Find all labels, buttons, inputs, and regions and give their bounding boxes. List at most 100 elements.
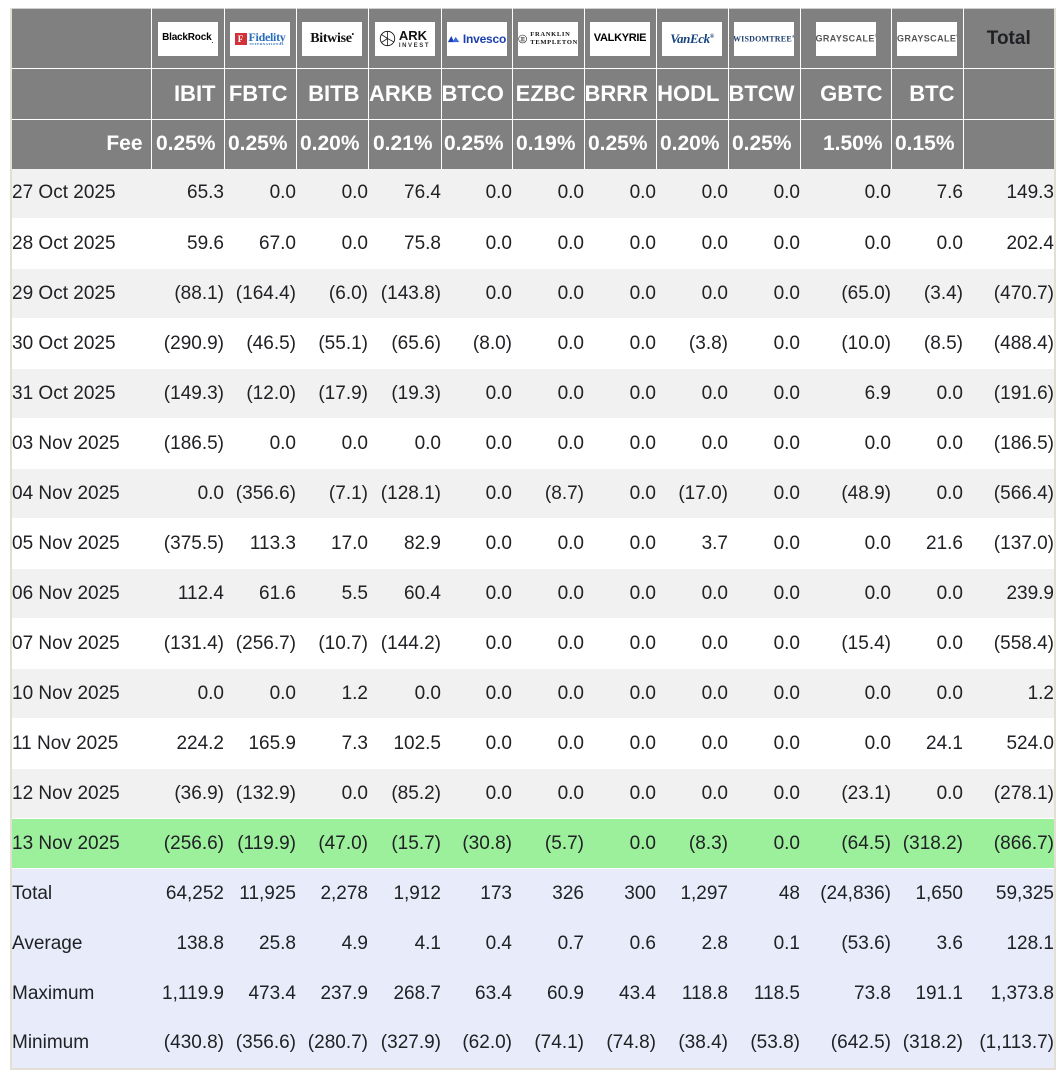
table-row: 06 Nov 2025 112.4 61.6 5.5 60.4 0.0 0.0 0.0 0.0 0… [11,568,1055,619]
flow-cell-btc: 0.0 [891,368,963,419]
flow-cell-gbtc: 0.0 [800,168,891,219]
ticker-btc[interactable]: BTC [891,68,964,120]
flow-cell-gbtc: (64.5) [800,818,891,869]
flow-cell-ezbc: 0.0 [512,768,584,819]
summary-cell-fbtc: 25.8 [224,918,296,969]
flow-cell-hodl: 0.0 [656,268,728,319]
flow-cell-ezbc: 0.0 [512,268,584,319]
flow-cell-btc: 0.0 [891,418,963,469]
flow-cell-fbtc: (256.7) [224,618,296,669]
flow-cell-ezbc: 0.0 [512,668,584,719]
row-date: 03 Nov 2025 [11,418,151,469]
row-date: 28 Oct 2025 [11,218,151,269]
flow-cell-btcw: 0.0 [728,218,800,269]
flow-cell-gbtc: (48.9) [800,468,891,519]
summary-cell-btc: 1,650 [891,868,963,919]
summary-cell-bitb: 2,278 [296,868,368,919]
summary-row-label: Average [11,918,151,969]
row-total: 202.4 [963,218,1055,269]
flow-cell-fbtc: (164.4) [224,268,296,319]
summary-cell-btc: 3.6 [891,918,963,969]
ticker-ibit[interactable]: IBIT [151,68,225,120]
flow-cell-btc: 21.6 [891,518,963,569]
flow-cell-brrr: 0.0 [584,168,656,219]
flow-cell-btcw: 0.0 [728,618,800,669]
flow-cell-gbtc: 0.0 [800,218,891,269]
flow-cell-hodl: (8.3) [656,818,728,869]
issuer-logo-cell-wisdomtree: WISDOMTREE® [728,8,801,69]
flow-cell-btcw: 0.0 [728,318,800,369]
summary-cell-btcw: (53.8) [728,1018,800,1069]
summary-cell-ezbc: 0.7 [512,918,584,969]
flow-cell-btco: 0.0 [441,418,512,469]
summary-cell-btco: 0.4 [441,918,512,969]
table-row: 11 Nov 2025 224.2 165.9 7.3 102.5 0.0 0.0 0.0 0.… [11,718,1055,769]
flow-cell-hodl: 0.0 [656,618,728,669]
flow-cell-btcw: 0.0 [728,368,800,419]
flow-cell-btco: 0.0 [441,168,512,219]
flow-cell-fbtc: 0.0 [224,668,296,719]
issuer-logo-cell-invesco: Invesco [441,8,513,69]
flow-cell-fbtc: 113.3 [224,518,296,569]
grayscale-logo: GRAYSCALE® [815,21,876,56]
blackrock-logo: BlackRock. [157,21,218,56]
flow-cell-brrr: 0.0 [584,318,656,369]
row-total: (278.1) [963,768,1055,819]
row-date: 06 Nov 2025 [11,568,151,619]
ticker-btco[interactable]: BTCO [441,68,513,120]
fee-btc: 0.15% [891,119,964,169]
row-total: (558.4) [963,618,1055,669]
ticker-hodl[interactable]: HODL [656,68,729,120]
table-row: 05 Nov 2025 (375.5) 113.3 17.0 82.9 0.0 0.0 0.0… [11,518,1055,569]
flow-cell-arkb: 0.0 [368,668,441,719]
flow-cell-btc: 0.0 [891,568,963,619]
summary-cell-ibit: (430.8) [151,1018,224,1069]
flow-cell-gbtc: 0.0 [800,418,891,469]
flow-cell-btcw: 0.0 [728,168,800,219]
flow-cell-ezbc: 0.0 [512,318,584,369]
summary-cell-hodl: 1,297 [656,868,728,919]
flow-cell-gbtc: 0.0 [800,568,891,619]
issuer-logo-cell-fidelity: F Fidelity INTERNATIONAL [224,8,297,69]
flow-cell-btcw: 0.0 [728,718,800,769]
flow-cell-arkb: 82.9 [368,518,441,569]
flow-cell-bitb: 0.0 [296,168,368,219]
summary-row: Total 64,252 11,925 2,278 1,912 173 326 300 1,29… [11,868,1055,919]
issuer-logo-cell-vaneck: VanEck® [656,8,729,69]
flow-cell-arkb: (144.2) [368,618,441,669]
flow-cell-bitb: (17.9) [296,368,368,419]
row-date: 27 Oct 2025 [11,168,151,219]
bitwise-logo: Bitwise• [302,21,362,56]
flow-cell-arkb: (143.8) [368,268,441,319]
table-row: 12 Nov 2025 (36.9) (132.9) 0.0 (85.2) 0.0 0.0 0… [11,768,1055,819]
ticker-brrr[interactable]: BRRR [584,68,657,120]
summary-cell-btc: (318.2) [891,1018,963,1069]
summary-cell-btco: 63.4 [441,968,512,1019]
flow-cell-btc: (3.4) [891,268,963,319]
summary-cell-ibit: 1,119.9 [151,968,224,1019]
flow-cell-ibit: 112.4 [151,568,224,619]
table-row: 07 Nov 2025 (131.4) (256.7) (10.7) (144.2) 0.… [11,618,1055,669]
summary-cell-ibit: 64,252 [151,868,224,919]
flow-cell-arkb: (128.1) [368,468,441,519]
ticker-fbtc[interactable]: FBTC [224,68,297,120]
ark-circle-icon [379,30,396,47]
row-date: 05 Nov 2025 [11,518,151,569]
ticker-arkb[interactable]: ARKB [368,68,442,120]
flow-cell-ezbc: (5.7) [512,818,584,869]
ticker-bitb[interactable]: BITB [296,68,369,120]
flow-cell-fbtc: (356.6) [224,468,296,519]
table-header: BlackRock. F Fidelity INTERNATIONAL Bitwi… [11,8,1055,169]
issuer-logo-cell-bitwise: Bitwise• [296,8,369,69]
flow-cell-ibit: 0.0 [151,468,224,519]
flow-cell-ibit: 65.3 [151,168,224,219]
summary-cell-ezbc: (74.1) [512,1018,584,1069]
flow-cell-ezbc: 0.0 [512,518,584,569]
ticker-ezbc[interactable]: EZBC [512,68,585,120]
flow-cell-btco: 0.0 [441,518,512,569]
flow-cell-btcw: 0.0 [728,418,800,469]
ticker-gbtc[interactable]: GBTC [800,68,892,120]
franklin-emblem-icon [518,34,527,43]
flow-cell-btco: 0.0 [441,618,512,669]
ticker-btcw[interactable]: BTCW [728,68,801,120]
